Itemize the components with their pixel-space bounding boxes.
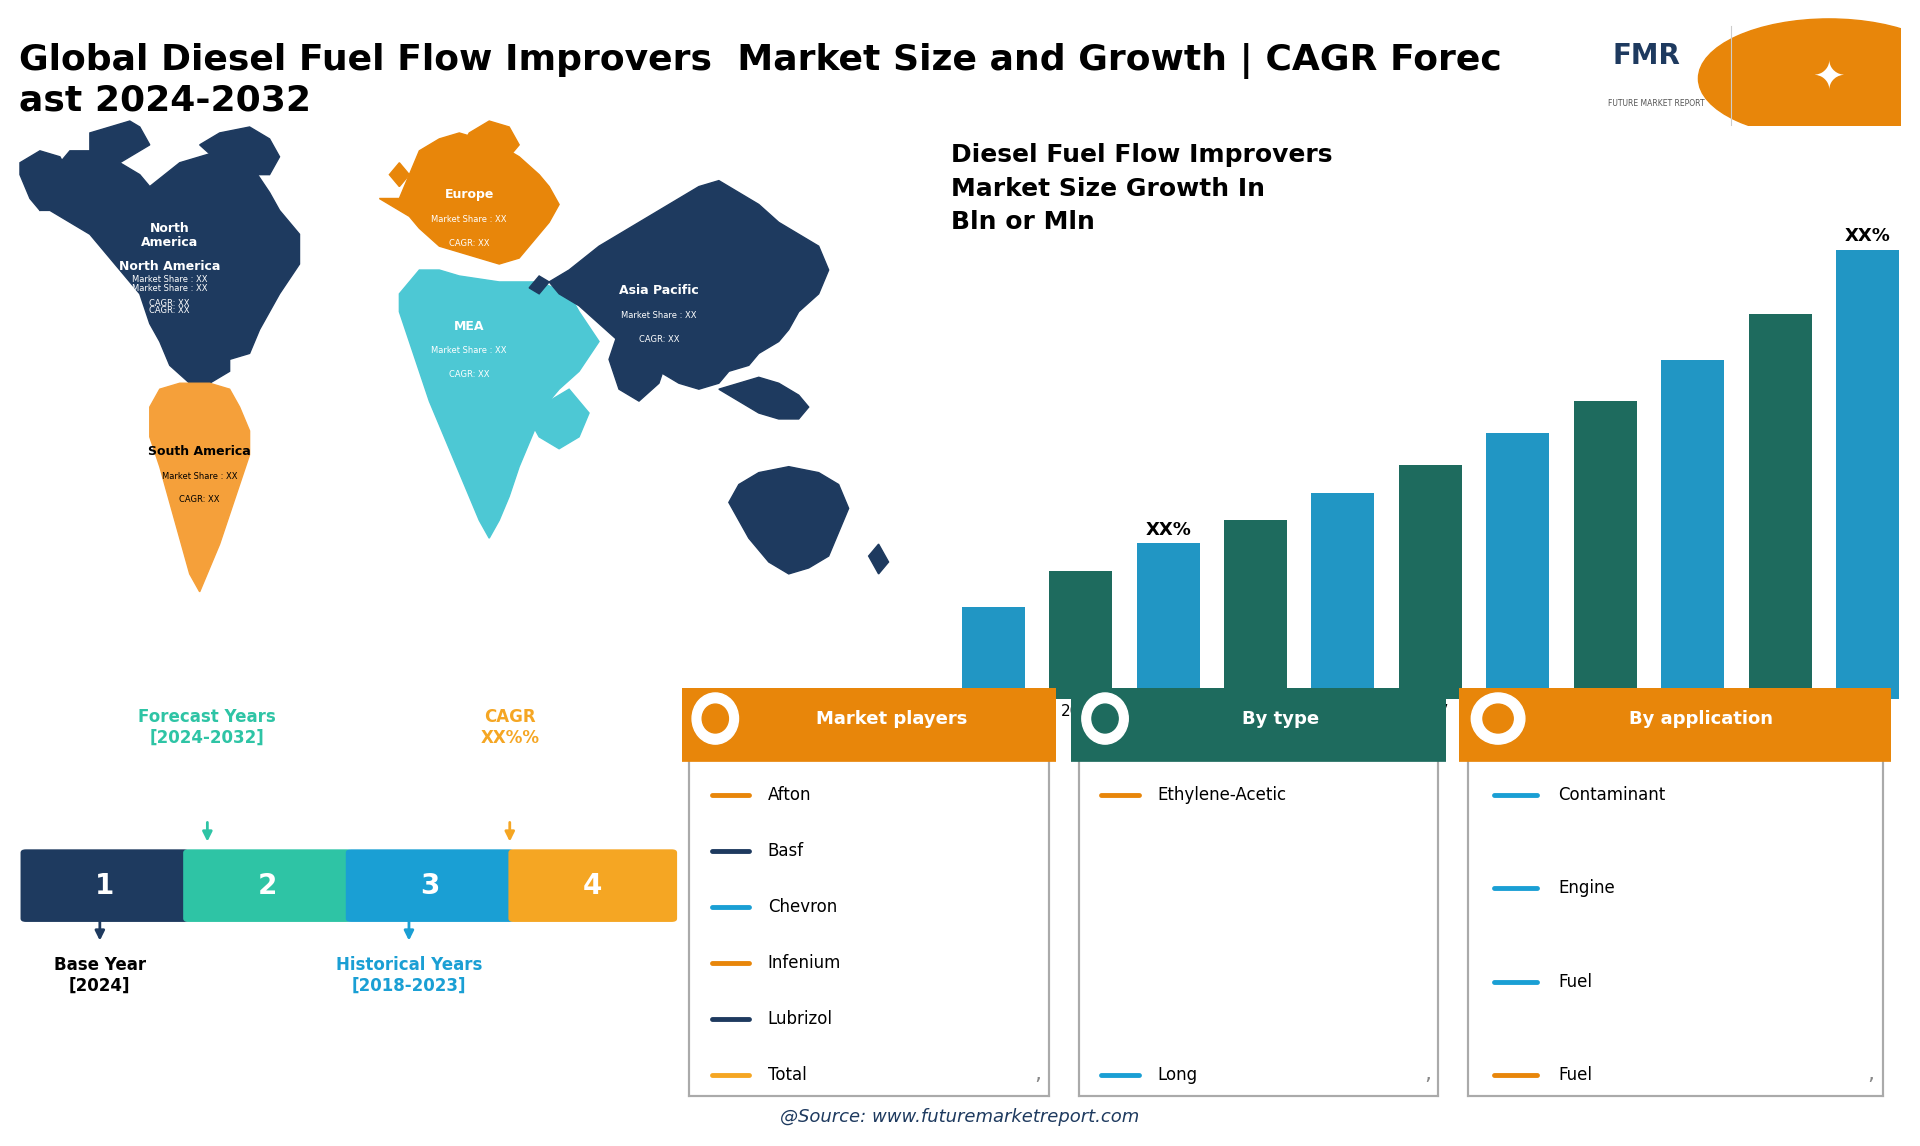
- FancyBboxPatch shape: [182, 849, 351, 921]
- Text: Infenium: Infenium: [768, 955, 841, 972]
- Circle shape: [703, 704, 728, 733]
- Circle shape: [1081, 693, 1129, 744]
- Text: Ethylene-Acetic: Ethylene-Acetic: [1158, 786, 1286, 803]
- Text: Base Year
[2024]: Base Year [2024]: [54, 956, 146, 995]
- Text: XX%: XX%: [1144, 520, 1190, 539]
- FancyBboxPatch shape: [509, 849, 678, 921]
- Text: Asia Pacific: Asia Pacific: [618, 284, 699, 297]
- Text: CAGR: XX: CAGR: XX: [179, 495, 221, 504]
- Text: Market Share : XX: Market Share : XX: [622, 311, 697, 320]
- Text: CAGR
XX%%: CAGR XX%%: [480, 708, 540, 747]
- Text: Historical Years
[2018-2023]: Historical Years [2018-2023]: [336, 956, 482, 995]
- Text: 1: 1: [96, 872, 115, 900]
- Bar: [1486, 433, 1549, 699]
- Text: FUTURE MARKET REPORT: FUTURE MARKET REPORT: [1607, 100, 1705, 109]
- Bar: [1749, 314, 1812, 699]
- Text: Fuel: Fuel: [1559, 973, 1592, 991]
- Text: ✦: ✦: [1812, 60, 1845, 97]
- Bar: [1836, 250, 1899, 699]
- Bar: [1137, 543, 1200, 699]
- Text: CAGR: XX: CAGR: XX: [639, 335, 680, 344]
- FancyBboxPatch shape: [1060, 675, 1457, 762]
- Text: North
America: North America: [140, 222, 198, 249]
- Text: 3: 3: [420, 872, 440, 900]
- Text: By application: By application: [1628, 709, 1774, 728]
- FancyBboxPatch shape: [670, 675, 1068, 762]
- FancyBboxPatch shape: [1446, 675, 1905, 762]
- FancyBboxPatch shape: [346, 849, 515, 921]
- Text: Market Share : XX: Market Share : XX: [132, 275, 207, 284]
- Text: Fuel: Fuel: [1559, 1067, 1592, 1084]
- Text: Chevron: Chevron: [768, 898, 837, 916]
- Text: Forecast Years
[2024-2032]: Forecast Years [2024-2032]: [138, 708, 276, 747]
- Circle shape: [1092, 704, 1117, 733]
- Text: Market players: Market players: [816, 709, 968, 728]
- Polygon shape: [718, 377, 808, 419]
- Bar: [1311, 493, 1375, 699]
- Polygon shape: [399, 270, 599, 539]
- Bar: [1661, 360, 1724, 699]
- Text: Market Share : XX: Market Share : XX: [432, 215, 507, 225]
- Polygon shape: [390, 163, 409, 187]
- Polygon shape: [380, 133, 559, 264]
- Polygon shape: [19, 151, 69, 211]
- Polygon shape: [609, 323, 668, 401]
- Polygon shape: [459, 121, 518, 157]
- Text: Afton: Afton: [768, 786, 812, 803]
- Bar: [1400, 465, 1461, 699]
- Text: CAGR: XX: CAGR: XX: [150, 306, 190, 315]
- Text: Market Share : XX: Market Share : XX: [432, 346, 507, 355]
- Text: Lubrizol: Lubrizol: [768, 1011, 833, 1028]
- Text: Contaminant: Contaminant: [1559, 786, 1667, 803]
- Polygon shape: [40, 121, 300, 390]
- Circle shape: [1699, 18, 1920, 138]
- Bar: [1048, 571, 1112, 699]
- Bar: [962, 607, 1025, 699]
- Text: North America: North America: [119, 260, 221, 273]
- Text: ,: ,: [1425, 1063, 1430, 1084]
- Text: Global Diesel Fuel Flow Improvers  Market Size and Growth | CAGR Forec
ast 2024-: Global Diesel Fuel Flow Improvers Market…: [19, 42, 1501, 118]
- Text: 2: 2: [257, 872, 276, 900]
- FancyBboxPatch shape: [1469, 758, 1882, 1096]
- Text: Europe: Europe: [445, 188, 493, 202]
- Circle shape: [691, 693, 739, 744]
- FancyBboxPatch shape: [21, 849, 190, 921]
- Text: Diesel Fuel Flow Improvers
Market Size Growth In
Bln or Mln: Diesel Fuel Flow Improvers Market Size G…: [950, 143, 1332, 234]
- Text: Basf: Basf: [768, 842, 804, 860]
- Text: ,: ,: [1866, 1063, 1874, 1084]
- Text: CAGR: XX: CAGR: XX: [150, 299, 190, 308]
- Text: XX%: XX%: [1845, 227, 1891, 245]
- Text: MEA: MEA: [453, 320, 484, 332]
- Text: Engine: Engine: [1559, 879, 1615, 897]
- Text: CAGR: XX: CAGR: XX: [449, 370, 490, 379]
- Text: FMR: FMR: [1613, 42, 1680, 70]
- Text: CAGR: XX: CAGR: XX: [449, 240, 490, 249]
- Text: Total: Total: [768, 1067, 806, 1084]
- Text: South America: South America: [148, 445, 252, 457]
- Text: @Source: www.futuremarketreport.com: @Source: www.futuremarketreport.com: [780, 1108, 1140, 1127]
- Polygon shape: [530, 390, 589, 449]
- Text: ,: ,: [1035, 1063, 1041, 1084]
- Bar: [1574, 401, 1636, 699]
- FancyBboxPatch shape: [1079, 758, 1438, 1096]
- Circle shape: [1471, 693, 1524, 744]
- Polygon shape: [200, 127, 280, 174]
- Polygon shape: [150, 383, 250, 591]
- Bar: [1225, 520, 1286, 699]
- Text: Market Share : XX: Market Share : XX: [132, 284, 207, 293]
- Text: Market Share : XX: Market Share : XX: [161, 471, 238, 480]
- Text: By type: By type: [1242, 709, 1319, 728]
- Text: Long: Long: [1158, 1067, 1198, 1084]
- FancyBboxPatch shape: [689, 758, 1048, 1096]
- Circle shape: [1482, 704, 1513, 733]
- Polygon shape: [530, 181, 829, 390]
- Text: 4: 4: [584, 872, 603, 900]
- Polygon shape: [868, 544, 889, 574]
- Polygon shape: [730, 466, 849, 574]
